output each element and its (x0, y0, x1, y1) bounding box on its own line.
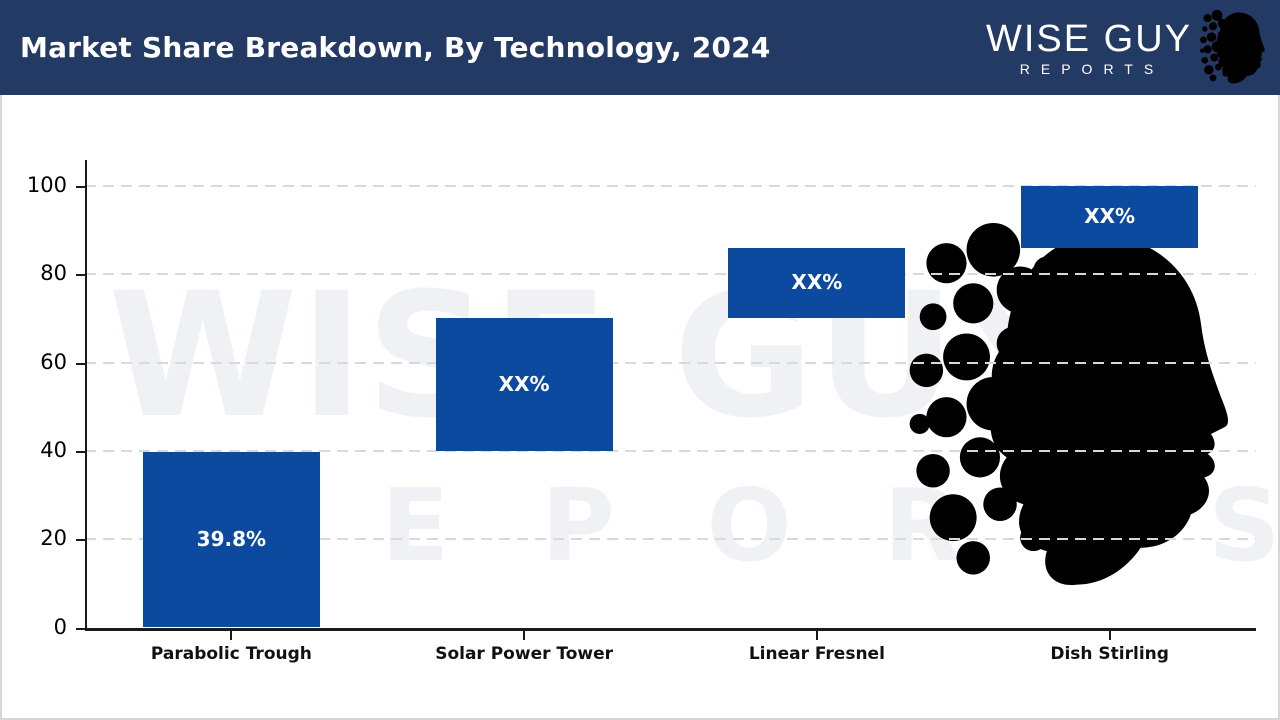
gridline (85, 449, 1256, 452)
bar-value-label: XX% (791, 270, 843, 295)
x-category-label: Dish Stirling (1050, 643, 1169, 664)
x-tick-mark (815, 630, 818, 640)
y-tick-mark (76, 362, 85, 365)
logo-subtitle: REPORTS (1019, 60, 1165, 77)
logo-text: WISE GUY REPORTS (986, 19, 1192, 77)
y-tick-mark (76, 627, 85, 630)
y-tick-label: 40 (40, 437, 67, 462)
logo-wordmark: WISE GUY (985, 17, 1192, 60)
chart-plot-area: WISE GUY REPORTS 39.8% XX% XX% XX% 0 20 40 60 80… (0, 95, 1280, 720)
x-category-label: Solar Power Tower (435, 643, 614, 664)
header-bar: Market Share Breakdown, By Technology, 2… (0, 0, 1280, 95)
y-tick-mark (76, 274, 85, 277)
gridline (85, 361, 1256, 364)
logo-head-icon (1200, 9, 1265, 83)
y-tick-label: 100 (26, 173, 67, 197)
x-category-label: Parabolic Trough (150, 643, 312, 664)
y-tick-label: 60 (40, 349, 67, 374)
watermark: WISE GUY REPORTS (0, 95, 1280, 720)
y-axis-line (85, 160, 87, 630)
y-tick-mark (76, 450, 85, 453)
y-tick-mark (76, 186, 85, 188)
y-tick-mark (76, 539, 85, 542)
x-tick-mark (1108, 630, 1111, 640)
y-tick-label: 0 (53, 614, 67, 639)
bar-parabolic-trough (142, 451, 320, 628)
x-tick-mark (523, 630, 526, 640)
bar-value-label: 39.8% (196, 526, 267, 551)
bar-solar-power-tower (435, 318, 613, 451)
gridline (85, 538, 1256, 541)
bar-linear-fresnel (728, 247, 906, 319)
y-tick-label: 80 (40, 261, 67, 286)
bar-dish-stirling (1021, 186, 1199, 248)
watermark-head-icon (909, 223, 1229, 586)
y-tick-label: 20 (40, 526, 67, 551)
x-axis-line (85, 627, 1256, 631)
x-category-label: Linear Fresnel (748, 643, 885, 664)
bar-value-label: XX% (1084, 203, 1136, 228)
page-title: Market Share Breakdown, By Technology, 2… (20, 31, 771, 64)
bar-value-label: XX% (498, 371, 550, 396)
wise-guy-logo: WISE GUY REPORTS (986, 8, 1280, 88)
x-tick-mark (230, 630, 233, 640)
gridline (85, 185, 1256, 187)
gridline (85, 273, 1256, 276)
